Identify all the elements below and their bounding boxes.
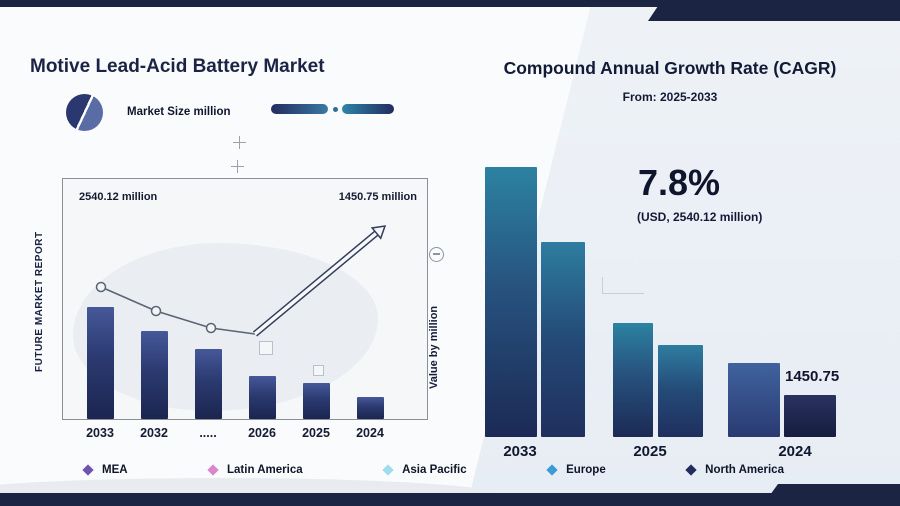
corner-bracket-shape xyxy=(602,277,644,294)
plus-icon xyxy=(233,136,246,149)
cagr-note: (USD, 2540.12 million) xyxy=(637,210,763,224)
right-bar-2033-series-1 xyxy=(485,167,537,437)
annotation-end-value: 1450.75 million xyxy=(338,191,417,203)
top-frame-strip xyxy=(0,0,900,7)
circle-minus-icon xyxy=(429,247,444,262)
left-bar-2026 xyxy=(249,376,276,419)
cagr-value: 7.8% xyxy=(638,162,721,203)
bar-value-label: 1450.75 xyxy=(785,368,840,385)
market-size-legend-label: Market Size million xyxy=(127,106,231,118)
plus-icon xyxy=(231,160,244,173)
right-bar-2033-series-2 xyxy=(541,242,585,437)
legend-diamond-icon xyxy=(207,464,219,476)
left-bar-2032 xyxy=(141,331,168,419)
bottom-right-corner-shape xyxy=(762,484,900,506)
legend-item-label: North America xyxy=(705,464,784,476)
legend-item-label: Europe xyxy=(566,464,606,476)
left-chart-side-label: FUTURE MARKET REPORT xyxy=(34,231,45,373)
legend-dot xyxy=(333,107,338,112)
region-legend: MEA Latin America Asia Pacific Europe North … xyxy=(82,464,784,476)
annotation-max-value: 2540.12 million xyxy=(79,191,158,203)
left-bar-2025 xyxy=(303,383,330,419)
legend-item-label: Asia Pacific xyxy=(402,464,467,476)
pie-chart-icon xyxy=(66,94,103,131)
left-chart-title: Motive Lead-Acid Battery Market xyxy=(30,56,325,77)
legend-item-label: Latin America xyxy=(227,464,303,476)
square-outline-icon xyxy=(313,365,324,376)
legend-diamond-icon xyxy=(82,464,94,476)
left-x-tick-label: 2025 xyxy=(302,426,330,440)
legend-item-mea: MEA xyxy=(82,464,128,476)
right-bar-2025-series-2 xyxy=(658,345,703,437)
left-x-tick-label: 2032 xyxy=(140,426,168,440)
right-bar-2025-series-1 xyxy=(613,323,653,437)
right-x-tick-label: 2025 xyxy=(633,443,667,460)
right-chart-plot-area: 2033 2025 2024 1450.75 xyxy=(455,150,885,460)
right-chart-title: Compound Annual Growth Rate (CAGR) xyxy=(503,58,837,78)
legend-item-north-america: North America xyxy=(685,464,784,476)
left-x-tick-label: 2033 xyxy=(86,426,114,440)
left-x-tick-label: ..... xyxy=(199,426,217,440)
legend-diamond-icon xyxy=(546,464,558,476)
left-chart-x-axis: 2033 2032..... 2026 2025 2024 xyxy=(62,426,428,444)
left-x-tick-label: 2026 xyxy=(248,426,276,440)
square-outline-icon xyxy=(259,341,273,355)
right-bar-2024-series-2 xyxy=(784,395,836,437)
right-x-tick-label: 2033 xyxy=(503,443,537,460)
left-bar-2033 xyxy=(87,307,114,419)
right-bar-2024-series-1 xyxy=(728,363,780,437)
legend-item-asia-pacific: Asia Pacific xyxy=(382,464,467,476)
legend-pill-teal xyxy=(342,104,394,114)
bottom-frame-strip xyxy=(0,493,900,506)
legend-diamond-icon xyxy=(382,464,394,476)
legend-item-europe: Europe xyxy=(546,464,606,476)
left-chart-plot-area: 2540.12 million 1450.75 million xyxy=(62,178,428,420)
legend-item-latin-america: Latin America xyxy=(207,464,303,476)
right-chart-y-axis-label: Value by million xyxy=(428,305,440,389)
legend-pill-navy xyxy=(271,104,328,114)
right-x-tick-label: 2024 xyxy=(778,443,812,460)
trend-line-arrow xyxy=(95,225,387,337)
legend-diamond-icon xyxy=(685,464,697,476)
left-bar-..... xyxy=(195,349,222,419)
legend-item-label: MEA xyxy=(102,464,128,476)
top-right-corner-shape xyxy=(648,0,900,21)
left-bar-2024 xyxy=(357,397,384,419)
right-chart-subtitle: From: 2025-2033 xyxy=(622,90,718,104)
left-x-tick-label: 2024 xyxy=(356,426,384,440)
